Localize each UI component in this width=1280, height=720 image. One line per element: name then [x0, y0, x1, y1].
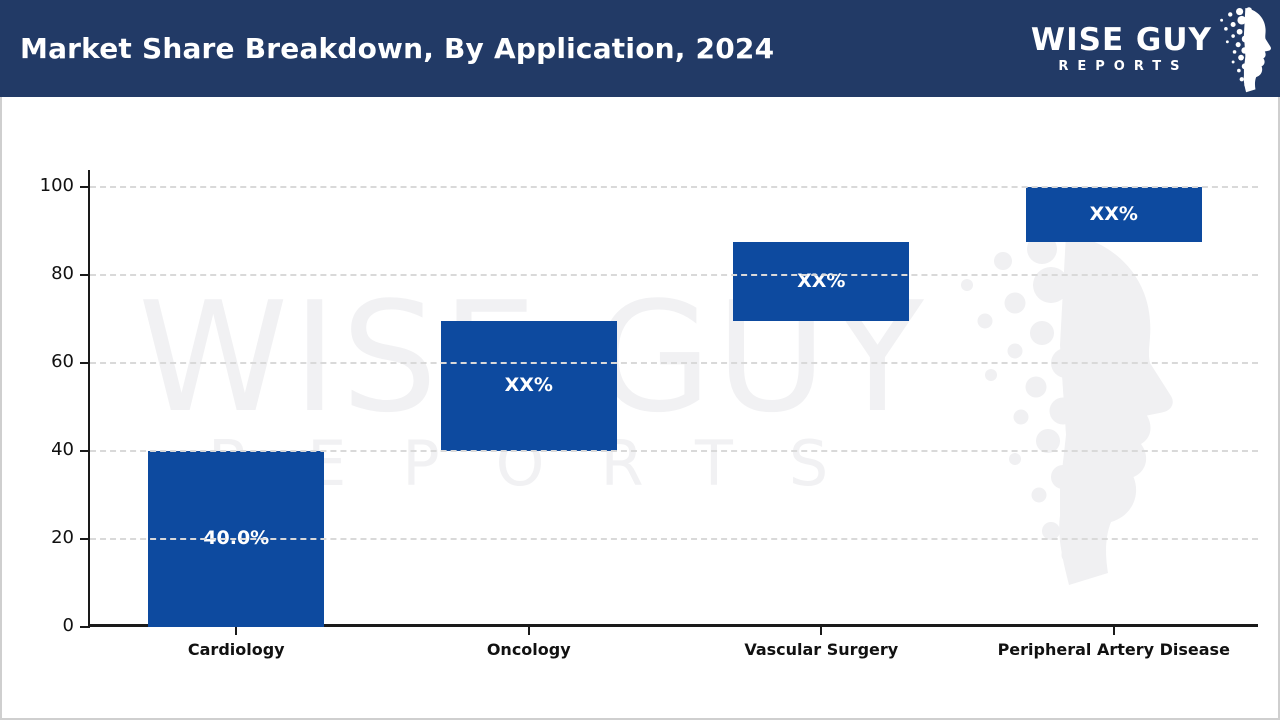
brand-name: WISE GUY	[1030, 22, 1212, 59]
y-axis-tick-label: 60	[51, 351, 74, 372]
bar-oncology: XX%	[440, 321, 617, 451]
brand-tagline: REPORTS	[1058, 58, 1189, 74]
x-axis-tick	[820, 627, 823, 635]
bar-vascular-surgery: XX%	[733, 242, 910, 322]
header-bar: Market Share Breakdown, By Application, …	[0, 0, 1280, 97]
brand-logo-text: WISE GUY REPORTS	[1031, 24, 1212, 74]
y-axis-tick-label: 80	[51, 263, 74, 284]
gridline-80	[90, 274, 1258, 276]
bar-peripheral-artery-disease: XX%	[1025, 187, 1202, 242]
plot-area: 0 20 40 60 80 100 40.0% Cardiology XX% Oncology XX…	[40, 170, 1258, 659]
y-axis-tick-label: 20	[51, 527, 74, 548]
x-axis-tick	[527, 627, 530, 635]
x-axis-tick	[235, 627, 238, 635]
bar-value-label: XX%	[1089, 202, 1138, 225]
gridline-100	[90, 186, 1258, 188]
gridline-40	[90, 450, 1258, 452]
y-axis-tick	[80, 626, 90, 628]
y-axis-tick	[80, 450, 90, 452]
y-axis-tick-label: 100	[39, 175, 74, 196]
y-axis-tick	[80, 538, 90, 540]
x-axis-category-label: Peripheral Artery Disease	[997, 640, 1230, 659]
page-title: Market Share Breakdown, By Application, …	[20, 32, 775, 65]
brand-logo: WISE GUY REPORTS	[1031, 4, 1272, 94]
gridline-60	[90, 362, 1258, 364]
x-axis-category-label: Vascular Surgery	[744, 640, 899, 659]
y-axis-tick	[80, 186, 90, 188]
x-axis-category-label: Cardiology	[187, 640, 285, 659]
y-axis-tick-label: 0	[62, 615, 74, 636]
x-axis-tick	[1112, 627, 1115, 635]
gridline-20	[90, 538, 1258, 540]
y-axis-tick-label: 40	[51, 439, 74, 460]
bar-value-label: XX%	[504, 374, 553, 397]
bar-value-label: XX%	[797, 269, 846, 292]
y-axis-tick	[80, 274, 90, 276]
x-axis-category-label: Oncology	[486, 640, 571, 659]
y-axis-tick	[80, 362, 90, 364]
